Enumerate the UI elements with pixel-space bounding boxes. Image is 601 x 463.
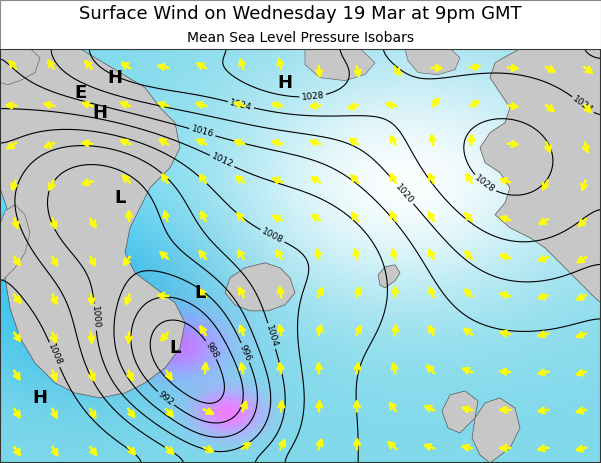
- Text: H: H: [278, 74, 293, 92]
- Polygon shape: [378, 265, 400, 288]
- Text: L: L: [169, 339, 181, 357]
- Text: 1012: 1012: [210, 152, 234, 170]
- Text: H: H: [32, 389, 47, 407]
- Polygon shape: [305, 49, 375, 81]
- Polygon shape: [480, 49, 601, 303]
- Text: 1000: 1000: [90, 306, 100, 329]
- Text: 992: 992: [156, 389, 175, 407]
- Text: 1016: 1016: [190, 125, 215, 140]
- Polygon shape: [0, 49, 185, 398]
- Text: H: H: [108, 69, 123, 87]
- Text: 1008: 1008: [46, 342, 63, 367]
- Text: H: H: [93, 104, 108, 122]
- Text: 1004: 1004: [264, 324, 279, 348]
- Text: 1028: 1028: [301, 91, 325, 102]
- Text: E: E: [74, 84, 86, 102]
- Polygon shape: [442, 391, 478, 433]
- Text: 1028: 1028: [473, 174, 496, 194]
- Text: 1020: 1020: [394, 182, 415, 205]
- Polygon shape: [405, 49, 460, 75]
- Polygon shape: [225, 263, 295, 311]
- Polygon shape: [0, 49, 40, 85]
- Text: Mean Sea Level Pressure Isobars: Mean Sea Level Pressure Isobars: [187, 31, 414, 45]
- Polygon shape: [472, 398, 520, 463]
- Polygon shape: [0, 205, 30, 283]
- Text: 1024: 1024: [229, 98, 253, 112]
- Text: Surface Wind on Wednesday 19 Mar at 9pm GMT: Surface Wind on Wednesday 19 Mar at 9pm …: [79, 5, 522, 23]
- Text: 988: 988: [203, 340, 219, 360]
- Text: L: L: [114, 189, 126, 207]
- Text: 1024: 1024: [571, 94, 594, 115]
- Text: 1008: 1008: [260, 227, 285, 245]
- Text: L: L: [194, 284, 206, 302]
- Text: 996: 996: [238, 343, 253, 363]
